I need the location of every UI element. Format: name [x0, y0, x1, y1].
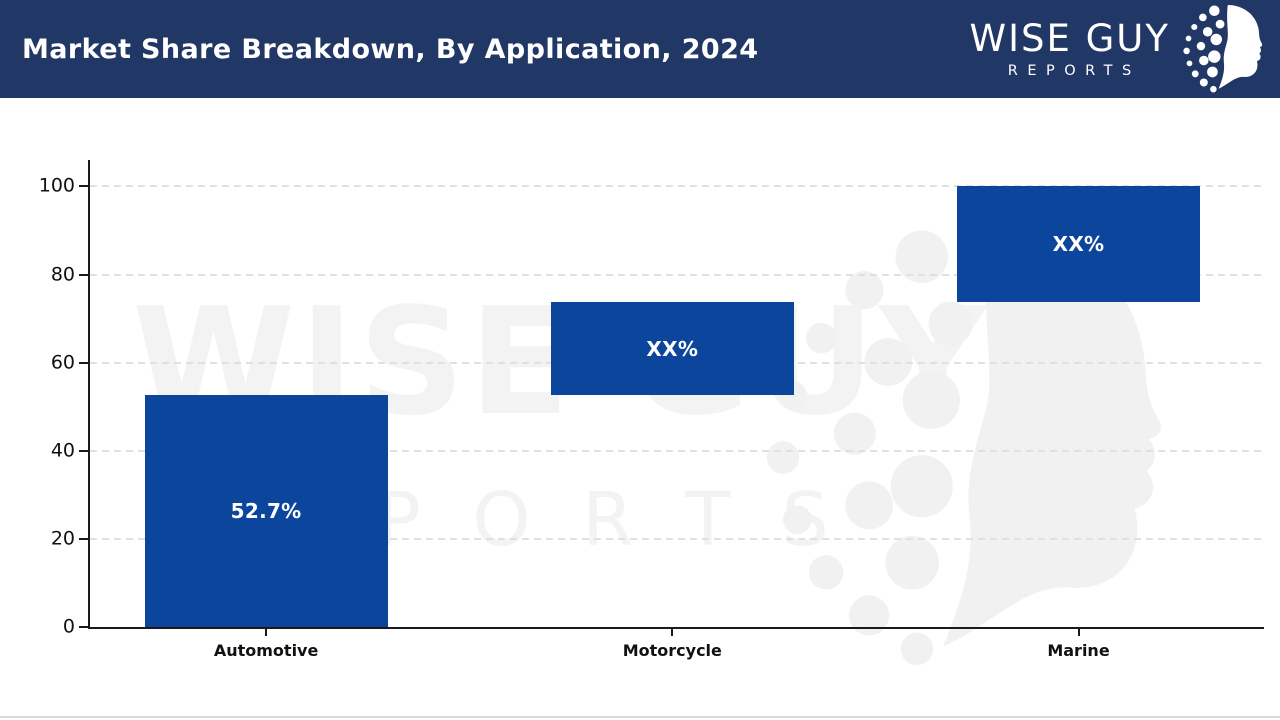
x-axis-label-automotive: Automotive — [213, 641, 319, 660]
gridline-100 — [90, 185, 1264, 188]
gridline-80 — [90, 273, 1264, 276]
y-tick-label-80: 80 — [50, 263, 75, 286]
y-tick-mark-80 — [79, 273, 88, 276]
page-title: Market Share Breakdown, By Application, … — [22, 33, 759, 65]
y-tick-label-40: 40 — [50, 439, 75, 462]
y-tick-mark-20 — [79, 537, 88, 540]
y-tick-label-20: 20 — [50, 527, 75, 550]
wise-guy-face-icon — [1183, 5, 1263, 93]
logo-wordmark: WISE GUY REPORTS — [970, 20, 1170, 79]
y-tick-mark-100 — [79, 185, 88, 188]
logo-wordmark-line2: REPORTS — [1007, 62, 1141, 79]
plot: 0 20 40 60 80 100 52.7% Automotive XX% Motorcycle… — [39, 160, 1264, 660]
y-tick-label-100: 100 — [38, 174, 75, 197]
y-tick-mark-0 — [79, 626, 88, 628]
x-axis-label-marine: Marine — [1047, 641, 1110, 660]
bar-automotive: 52.7% — [144, 394, 388, 627]
gridline-20 — [90, 537, 1264, 540]
logo-wordmark-line1: WISE GUY — [969, 16, 1170, 60]
bottom-divider — [0, 716, 1280, 718]
x-tick-mark-marine — [1077, 629, 1080, 636]
y-tick-mark-40 — [79, 449, 88, 452]
y-tick-label-60: 60 — [50, 351, 75, 374]
x-axis-label-motorcycle: Motorcycle — [622, 641, 722, 660]
x-tick-mark-automotive — [265, 629, 268, 636]
y-tick-mark-60 — [79, 361, 88, 364]
bar-value-label: 52.7% — [230, 498, 302, 523]
wise-guy-logo: WISE GUY REPORTS — [970, 3, 1266, 95]
chart-area: WISE GUY R E P O R T S 0 20 40 60 80 100 52.7%… — [0, 98, 1280, 720]
header: Market Share Breakdown, By Application, … — [0, 0, 1280, 98]
gridline-40 — [90, 449, 1264, 452]
bar-motorcycle: XX% — [550, 302, 794, 395]
y-tick-label-0: 0 — [62, 615, 75, 638]
bar-value-label: XX% — [1052, 232, 1105, 257]
bar-value-label: XX% — [646, 336, 699, 361]
bar-marine: XX% — [956, 186, 1200, 303]
x-tick-mark-motorcycle — [671, 629, 674, 636]
